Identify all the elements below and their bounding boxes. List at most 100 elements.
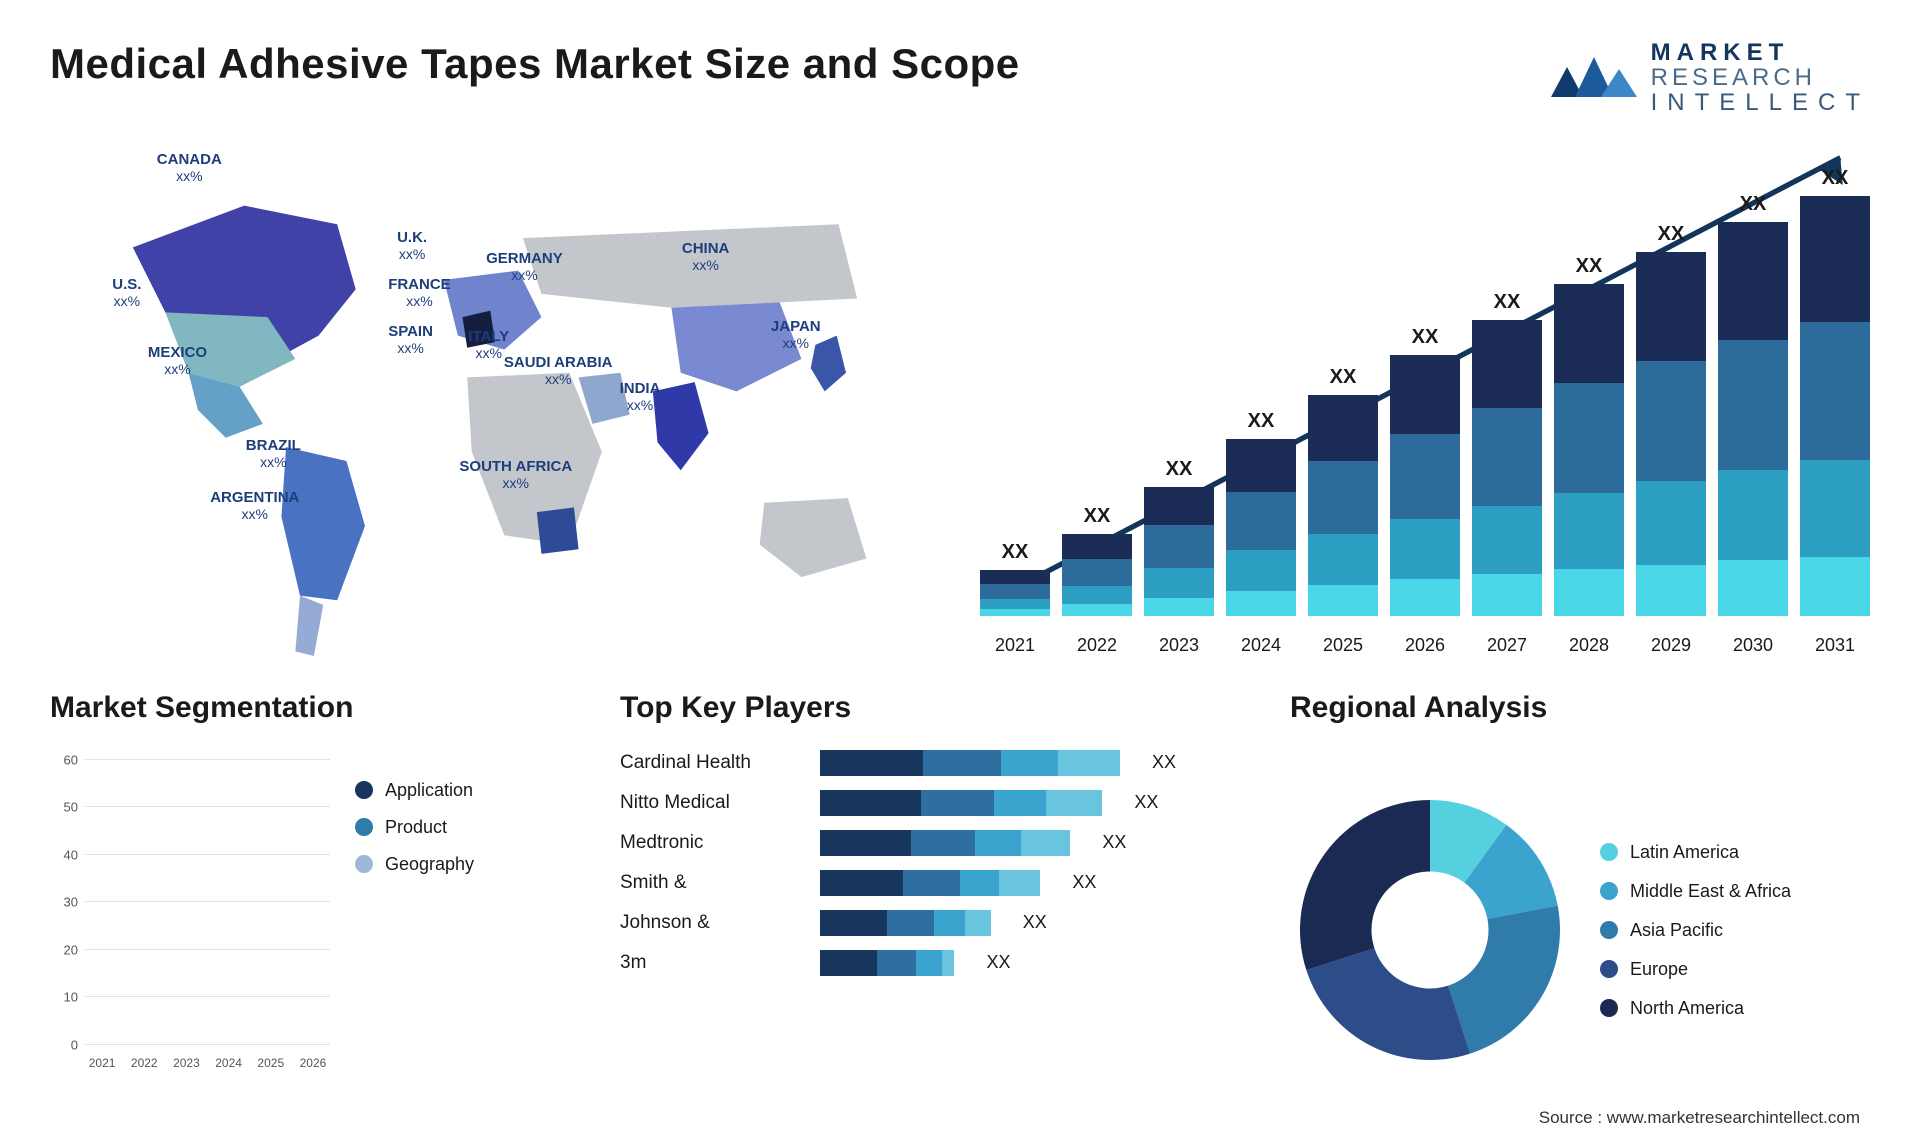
legend-label: Europe	[1630, 959, 1688, 980]
kp-value-label: XX	[1152, 752, 1176, 773]
kp-name: Johnson &	[620, 912, 800, 934]
growth-bar-segment	[1144, 568, 1214, 598]
seg-legend-item: Application	[355, 780, 474, 801]
growth-bar-segment	[980, 570, 1050, 584]
growth-year-tick: 2031	[1800, 635, 1870, 656]
map-label-argentina: ARGENTINAxx%	[210, 489, 299, 522]
kp-bar-segment	[942, 950, 954, 976]
growth-bar-segment	[1718, 560, 1788, 615]
logo-line1: MARKET	[1651, 40, 1870, 65]
map-region-australia	[760, 498, 867, 577]
growth-bar-segment	[1472, 506, 1542, 574]
kp-name: Medtronic	[620, 832, 800, 854]
bottom-row: Market Segmentation 0102030405060 202120…	[50, 691, 1870, 1111]
growth-bar-2026: XX	[1390, 326, 1460, 615]
kp-bar-segment	[877, 950, 916, 976]
growth-bar-segment	[1390, 355, 1460, 433]
growth-year-tick: 2022	[1062, 635, 1132, 656]
legend-dot-icon	[1600, 843, 1618, 861]
logo-text: MARKET RESEARCH INTELLECT	[1651, 40, 1870, 116]
kp-value-label: XX	[1134, 792, 1158, 813]
map-label-u-s-: U.S.xx%	[112, 276, 141, 309]
kp-bar-segment	[916, 950, 942, 976]
growth-bar-segment	[1718, 222, 1788, 340]
seg-legend-item: Geography	[355, 854, 474, 875]
growth-bar-segment	[1636, 252, 1706, 361]
growth-bar-2027: XX	[1472, 291, 1542, 616]
kp-row: Smith & XX	[620, 870, 1240, 896]
growth-bar-2028: XX	[1554, 255, 1624, 616]
growth-bar-segment	[1636, 565, 1706, 616]
legend-label: Application	[385, 780, 473, 801]
growth-bar-segment	[1144, 525, 1214, 568]
regional-donut	[1290, 790, 1570, 1070]
source-label: Source : www.marketresearchintellect.com	[1539, 1108, 1860, 1128]
page-root: Medical Adhesive Tapes Market Size and S…	[0, 0, 1920, 1146]
donut-slice-europe	[1306, 948, 1470, 1060]
seg-xtick: 2021	[85, 1056, 119, 1070]
growth-bar-segment	[980, 599, 1050, 609]
growth-bar-segment	[1636, 481, 1706, 565]
growth-bar-segment	[1144, 487, 1214, 526]
regional-legend-item: Europe	[1600, 959, 1791, 980]
seg-ytick: 10	[64, 990, 78, 1005]
growth-bar-2025: XX	[1308, 366, 1378, 616]
growth-bar-segment	[1472, 320, 1542, 409]
kp-value-label: XX	[1072, 872, 1096, 893]
kp-bar-segment	[1046, 790, 1103, 816]
growth-bar-segment	[1554, 284, 1624, 384]
map-region-argentina	[295, 595, 323, 655]
growth-bar-segment	[1472, 574, 1542, 615]
map-label-mexico: MEXICOxx%	[148, 344, 207, 377]
kp-value-label: XX	[1023, 912, 1047, 933]
growth-bar-value-label: XX	[1330, 366, 1357, 389]
map-label-south-africa: SOUTH AFRICAxx%	[459, 458, 572, 491]
growth-bar-segment	[1718, 340, 1788, 470]
kp-name: Cardinal Health	[620, 752, 800, 774]
kp-name: Smith &	[620, 872, 800, 894]
kp-bar-segment	[934, 910, 965, 936]
growth-year-tick: 2028	[1554, 635, 1624, 656]
top-row: CANADAxx%U.S.xx%MEXICOxx%BRAZILxx%ARGENT…	[50, 136, 1870, 656]
growth-bar-segment	[1472, 408, 1542, 506]
growth-bar-segment	[1554, 569, 1624, 615]
key-players-panel: Top Key Players Cardinal HealthXXNitto M…	[620, 691, 1240, 1111]
growth-bar-2023: XX	[1144, 458, 1214, 616]
seg-ytick: 30	[64, 895, 78, 910]
growth-bar-value-label: XX	[1166, 458, 1193, 481]
kp-bar	[820, 950, 954, 976]
kp-row: Cardinal Health XX	[620, 750, 1240, 776]
regional-title: Regional Analysis	[1290, 691, 1870, 725]
growth-bar-2022: XX	[1062, 505, 1132, 615]
segmentation-title: Market Segmentation	[50, 691, 570, 725]
logo-line2: RESEARCH	[1651, 65, 1870, 90]
logo-mark-icon	[1551, 49, 1637, 107]
legend-label: Product	[385, 817, 447, 838]
growth-bar-value-label: XX	[1822, 167, 1849, 190]
growth-bar-segment	[1800, 322, 1870, 461]
seg-xtick: 2022	[127, 1056, 161, 1070]
growth-bar-segment	[1308, 585, 1378, 616]
kp-bar-segment	[820, 750, 923, 776]
kp-bar-segment	[994, 790, 1046, 816]
kp-value-label: XX	[1102, 832, 1126, 853]
growth-bar-2029: XX	[1636, 223, 1706, 616]
seg-legend-item: Product	[355, 817, 474, 838]
kp-bar-segment	[965, 910, 991, 936]
seg-xtick: 2023	[169, 1056, 203, 1070]
seg-xtick: 2025	[254, 1056, 288, 1070]
map-label-japan: JAPANxx%	[771, 318, 821, 351]
legend-dot-icon	[355, 781, 373, 799]
header: Medical Adhesive Tapes Market Size and S…	[50, 40, 1870, 116]
seg-ytick: 60	[64, 752, 78, 767]
kp-bar	[820, 790, 1102, 816]
growth-bar-2024: XX	[1226, 410, 1296, 616]
seg-ytick: 20	[64, 942, 78, 957]
growth-bar-segment	[1226, 550, 1296, 591]
growth-bar-segment	[1144, 598, 1214, 616]
kp-bar-segment	[923, 750, 1001, 776]
kp-bar-segment	[911, 830, 975, 856]
key-players-title: Top Key Players	[620, 691, 1240, 725]
map-label-spain: SPAINxx%	[388, 323, 433, 356]
kp-row: Nitto MedicalXX	[620, 790, 1240, 816]
